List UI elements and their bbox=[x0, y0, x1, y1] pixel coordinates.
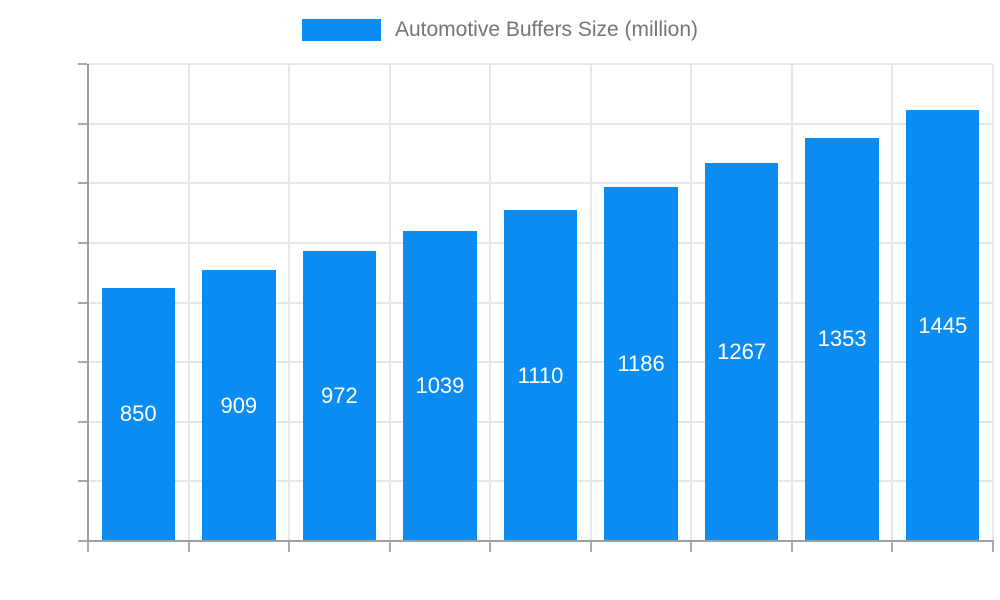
y-axis-tick bbox=[78, 420, 87, 423]
x-axis-line bbox=[87, 540, 994, 542]
bar[interactable]: 1267 bbox=[704, 163, 779, 541]
x-axis-tick bbox=[992, 541, 994, 552]
y-axis-tick bbox=[78, 361, 87, 364]
legend: Automotive Buffers Size (million) bbox=[0, 18, 1000, 42]
bar[interactable]: 909 bbox=[202, 270, 276, 541]
x-gridline bbox=[489, 64, 492, 541]
x-gridline bbox=[790, 64, 793, 541]
x-axis-tick bbox=[690, 541, 693, 552]
x-gridline bbox=[891, 64, 894, 541]
bar-value-label: 972 bbox=[321, 383, 358, 409]
bar-value-label: 1039 bbox=[415, 373, 465, 399]
x-gridline bbox=[589, 64, 592, 541]
x-axis-tick bbox=[489, 541, 492, 552]
y-axis-tick bbox=[78, 241, 87, 244]
bar[interactable]: 1110 bbox=[503, 210, 578, 541]
legend-item[interactable]: Automotive Buffers Size (million) bbox=[301, 18, 699, 42]
x-axis-tick bbox=[891, 541, 894, 552]
y-gridline bbox=[88, 122, 993, 125]
bar-value-label: 1445 bbox=[918, 312, 968, 338]
y-gridline bbox=[88, 63, 993, 65]
bar[interactable]: 1353 bbox=[805, 137, 879, 541]
bar[interactable]: 1445 bbox=[906, 110, 980, 541]
bar-value-label: 1110 bbox=[517, 362, 564, 388]
y-axis-tick bbox=[78, 63, 87, 65]
x-gridline bbox=[690, 64, 693, 541]
bar[interactable]: 972 bbox=[302, 251, 377, 541]
x-axis-tick bbox=[589, 541, 592, 552]
legend-label: Automotive Buffers Size (million) bbox=[394, 18, 699, 41]
x-axis-tick bbox=[288, 541, 291, 552]
bar-value-label: 1186 bbox=[617, 351, 665, 377]
y-axis-line bbox=[87, 64, 89, 541]
bar-value-label: 1353 bbox=[817, 326, 867, 352]
bar-value-label: 1267 bbox=[717, 339, 767, 365]
y-axis-tick bbox=[78, 122, 87, 125]
bar-value-label: 909 bbox=[220, 392, 258, 418]
y-axis-tick bbox=[78, 301, 87, 304]
x-gridline bbox=[187, 64, 190, 541]
x-gridline bbox=[288, 64, 291, 541]
x-axis-tick bbox=[87, 541, 89, 552]
plot-area: 850 909 972 1039 1110 1186 1267 1353 1445 bbox=[78, 63, 994, 552]
bar-value-label: 850 bbox=[119, 401, 157, 427]
y-axis-tick bbox=[78, 182, 87, 185]
legend-swatch-icon bbox=[301, 19, 381, 41]
x-axis-tick bbox=[790, 541, 793, 552]
x-gridline bbox=[388, 64, 391, 541]
bar[interactable]: 850 bbox=[101, 287, 175, 541]
x-axis-tick bbox=[388, 541, 391, 552]
y-gridline bbox=[88, 182, 993, 185]
x-gridline bbox=[992, 64, 994, 541]
y-axis-tick bbox=[78, 540, 87, 542]
y-axis-tick bbox=[78, 480, 87, 483]
bar[interactable]: 1186 bbox=[604, 187, 678, 541]
bar[interactable]: 1039 bbox=[403, 231, 477, 541]
x-axis-tick bbox=[187, 541, 190, 552]
